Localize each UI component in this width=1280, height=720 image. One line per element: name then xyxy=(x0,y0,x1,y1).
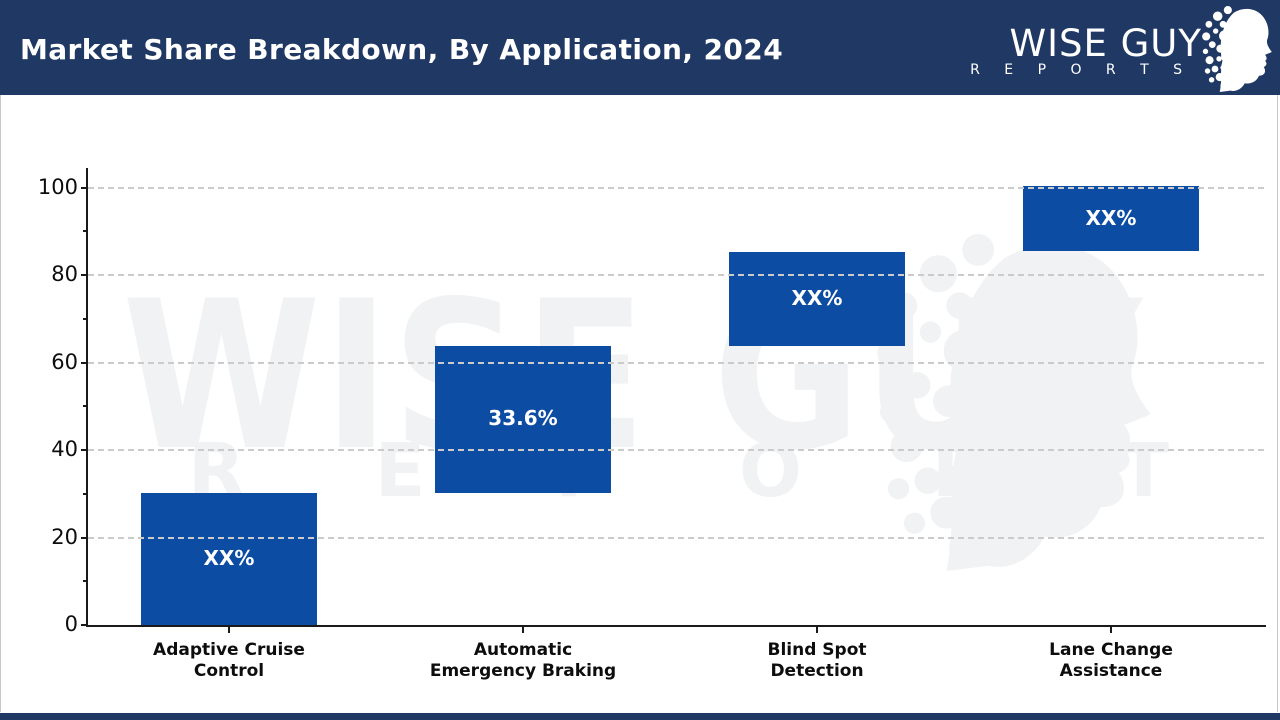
bar-value-label: XX% xyxy=(791,285,843,310)
y-tick-label: 20 xyxy=(51,524,78,549)
x-category-label-line: Detection xyxy=(770,661,864,681)
grid-line xyxy=(88,274,1264,276)
y-axis-line xyxy=(86,168,88,627)
x-category-label-line: Control xyxy=(193,661,265,681)
logo-wiseguy-text: WISE GUY xyxy=(1009,22,1202,65)
bar-segment xyxy=(1023,186,1199,251)
x-category-label-line: Lane Change xyxy=(1049,640,1173,660)
y-tick-major xyxy=(81,624,88,626)
header-band: Market Share Breakdown, By Application, … xyxy=(0,0,1280,95)
bar-segment xyxy=(435,345,611,493)
watermark-face-icon xyxy=(877,233,1151,571)
footer-band xyxy=(0,713,1280,720)
x-category-label-line: Blind Spot xyxy=(767,640,867,660)
x-category-label-line: Assistance xyxy=(1059,661,1163,681)
x-category-label-line: Automatic xyxy=(473,640,573,660)
grid-line xyxy=(88,361,1264,364)
y-tick-label: 0 xyxy=(64,612,78,636)
y-tick-label: 60 xyxy=(51,349,78,374)
y-tick-minor xyxy=(83,317,88,320)
x-category-label: Blind Spot Detection xyxy=(677,640,957,682)
x-category-label: Adaptive Cruise Control xyxy=(89,640,369,682)
y-tick-minor xyxy=(83,580,88,583)
x-tick xyxy=(1110,627,1112,633)
y-tick-major xyxy=(81,449,88,451)
y-tick-minor xyxy=(83,405,88,408)
x-tick xyxy=(522,627,524,633)
logo-face-icon xyxy=(1202,6,1272,92)
bar-segment xyxy=(141,492,317,625)
bar-value-label: XX% xyxy=(203,545,255,570)
page-title: Market Share Breakdown, By Application, … xyxy=(20,33,784,66)
y-tick-label: 80 xyxy=(51,262,78,286)
logo-reports-text: R E P O R T S xyxy=(970,62,1192,78)
bar-segment xyxy=(729,251,905,346)
grid-line xyxy=(88,449,1264,451)
bar-value-label: 33.6% xyxy=(488,406,558,431)
x-tick xyxy=(816,627,818,633)
x-tick xyxy=(228,627,230,633)
x-category-label-line: Emergency Braking xyxy=(429,661,617,681)
y-tick-major xyxy=(81,274,88,276)
y-tick-label: 100 xyxy=(37,174,78,199)
wise-guy-logo: WISE GUY R E P O R T S xyxy=(970,0,1280,95)
y-tick-major xyxy=(81,361,88,364)
y-tick-label: 40 xyxy=(51,437,78,461)
y-tick-major xyxy=(81,186,88,189)
y-tick-minor xyxy=(83,492,88,495)
x-axis-line xyxy=(86,625,1266,627)
grid-line xyxy=(88,536,1264,539)
x-category-label-line: Adaptive Cruise xyxy=(153,640,305,660)
bar-value-label: XX% xyxy=(1085,205,1137,230)
y-tick-major xyxy=(81,536,88,539)
x-category-label: Automatic Emergency Braking xyxy=(383,640,663,682)
x-category-label: Lane Change Assistance xyxy=(971,640,1251,682)
grid-line xyxy=(88,186,1264,189)
y-tick-minor xyxy=(83,230,88,233)
